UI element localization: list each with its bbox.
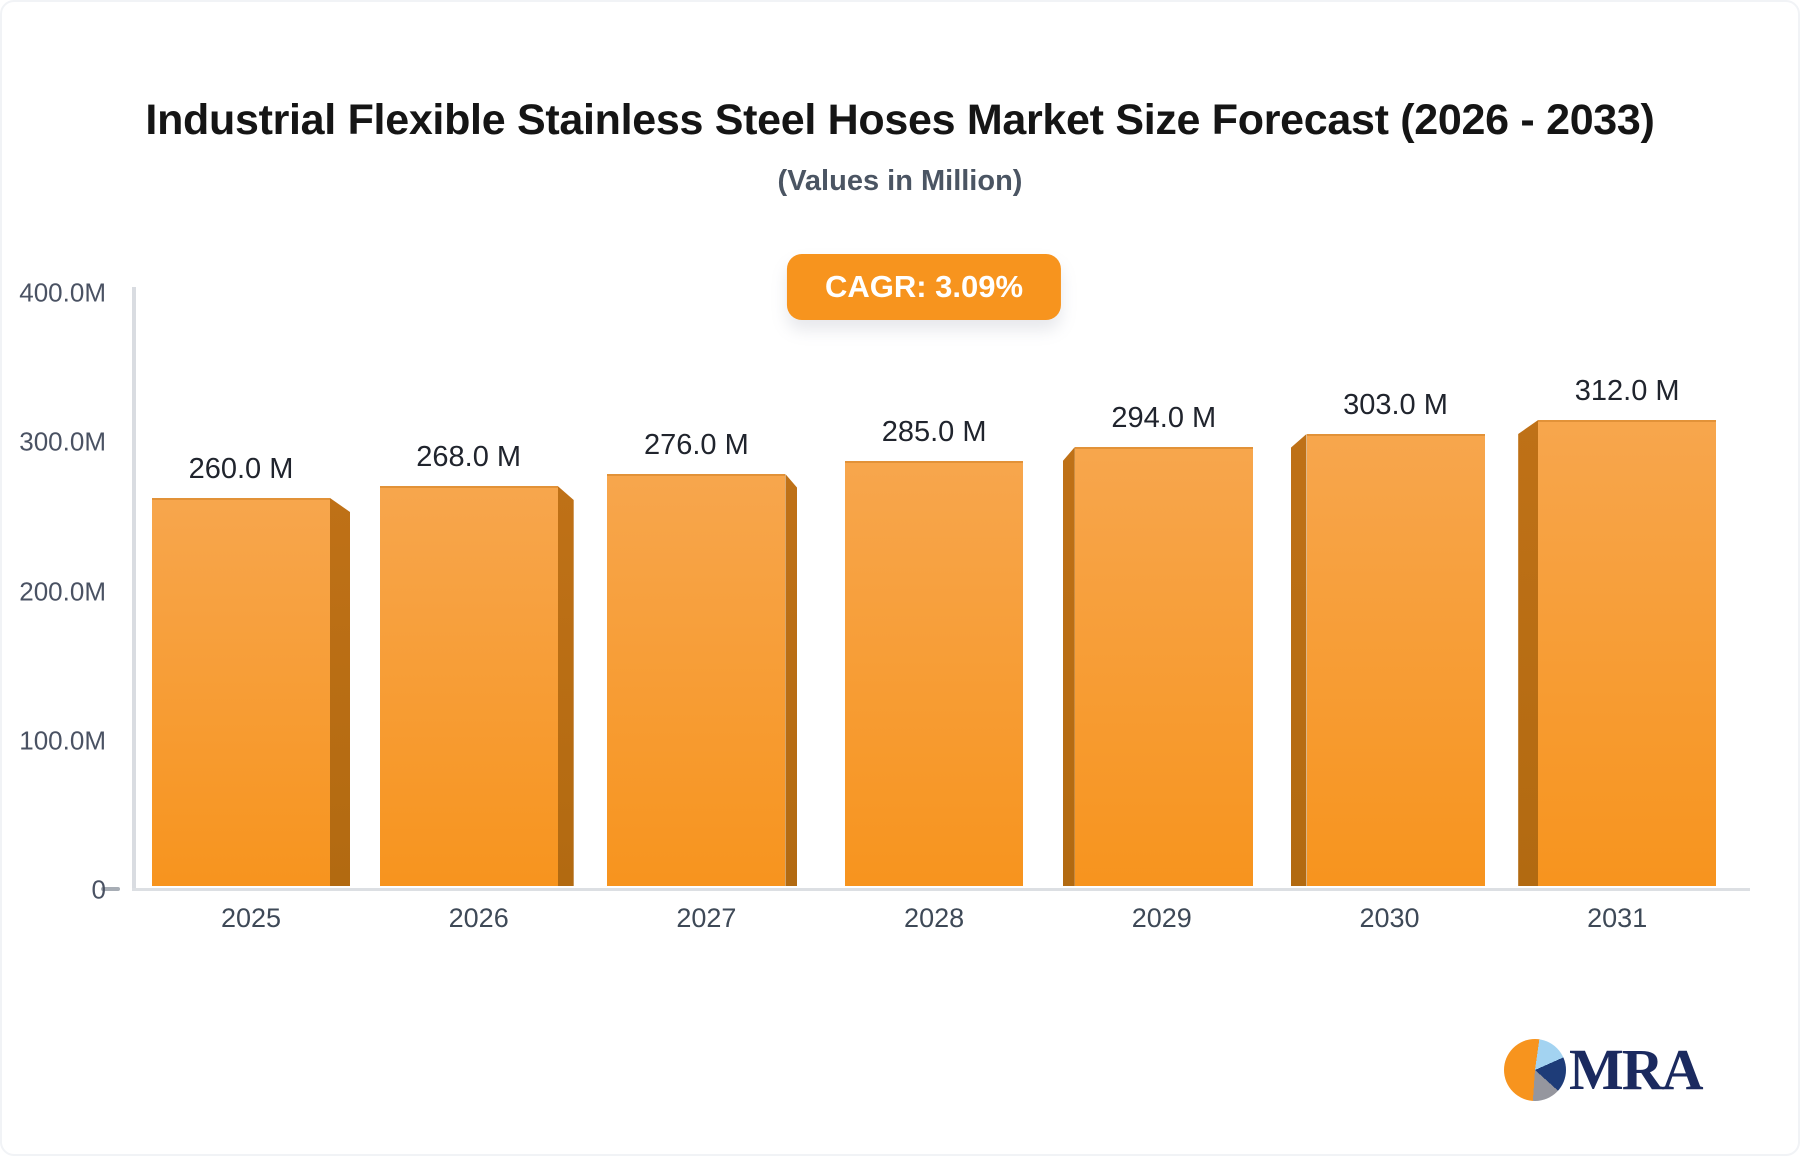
bar-2028: 285.0 M bbox=[835, 416, 1033, 886]
bar-value-label: 268.0 M bbox=[416, 441, 522, 473]
zero-tick-mark bbox=[101, 887, 120, 891]
x-tick-label: 2026 bbox=[448, 903, 509, 933]
bar-body bbox=[379, 486, 558, 886]
y-tick-label: 400.0M bbox=[19, 277, 106, 308]
bar-body bbox=[152, 498, 330, 886]
y-axis-line bbox=[132, 287, 136, 890]
logo-text: MRA bbox=[1569, 1037, 1704, 1102]
bar-2029: 294.0 M bbox=[1062, 402, 1261, 886]
bar-side-face bbox=[1290, 434, 1307, 886]
y-tick-label: 300.0M bbox=[19, 426, 106, 457]
bar-body bbox=[1074, 447, 1253, 886]
bar-2030: 303.0 M bbox=[1290, 389, 1489, 886]
bar-2027: 276.0 M bbox=[607, 429, 805, 886]
x-axis-line bbox=[132, 888, 1750, 891]
bar-side-face bbox=[785, 474, 798, 886]
bar-value-label: 303.0 M bbox=[1343, 389, 1448, 421]
bar-2026: 268.0 M bbox=[379, 441, 578, 886]
y-tick-label: 100.0M bbox=[19, 725, 106, 756]
bar-value-label: 312.0 M bbox=[1574, 375, 1680, 407]
cagr-badge: CAGR: 3.09% bbox=[786, 254, 1062, 320]
x-tick-label: 2027 bbox=[676, 903, 737, 933]
bar-side-face bbox=[1062, 447, 1075, 886]
bar-body bbox=[1306, 434, 1485, 886]
bar-body bbox=[607, 474, 786, 886]
bar-2025: 260.0 M bbox=[152, 453, 350, 886]
bar-value-label: 294.0 M bbox=[1111, 402, 1217, 434]
bar-body bbox=[1538, 420, 1717, 886]
bar-value-label: 260.0 M bbox=[188, 453, 294, 485]
bar-value-label: 285.0 M bbox=[881, 416, 987, 448]
y-tick-label: 200.0M bbox=[19, 576, 106, 606]
x-tick-label: 2029 bbox=[1131, 903, 1192, 933]
y-tick-label: 0 bbox=[91, 874, 106, 905]
chart-title: Industrial Flexible Stainless Steel Hose… bbox=[145, 96, 1655, 144]
bar-side-face bbox=[1518, 420, 1539, 886]
x-tick-label: 2025 bbox=[220, 903, 282, 933]
logo-pie-icon bbox=[1504, 1039, 1566, 1101]
x-tick-label: 2030 bbox=[1359, 903, 1420, 933]
bar-value-label: 276.0 M bbox=[643, 429, 749, 461]
x-tick-label: 2031 bbox=[1587, 903, 1648, 933]
brand-logo: MRA bbox=[1504, 1037, 1704, 1102]
bar-2031: 312.0 M bbox=[1518, 375, 1717, 886]
bar-side-face bbox=[557, 486, 574, 886]
chart-subtitle: (Values in Million) bbox=[777, 165, 1023, 197]
bar-body bbox=[845, 461, 1024, 886]
x-tick-label: 2028 bbox=[904, 903, 965, 933]
bar-side-face bbox=[330, 498, 350, 886]
